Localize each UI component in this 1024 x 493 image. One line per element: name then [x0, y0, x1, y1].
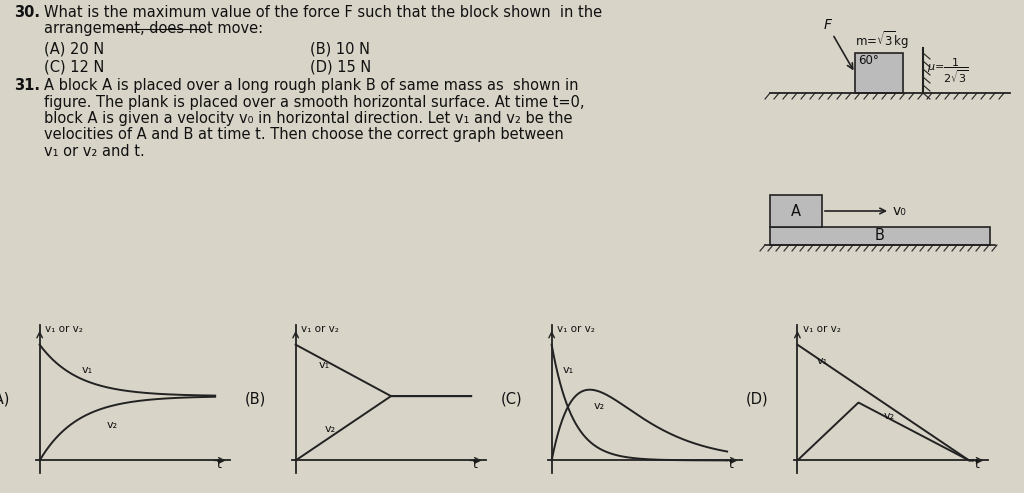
Bar	[770, 227, 990, 245]
Text: 31.: 31.	[14, 78, 40, 93]
Text: (C) 12 N: (C) 12 N	[44, 59, 104, 74]
Text: v₂: v₂	[594, 401, 605, 411]
Text: v₁: v₁	[563, 365, 574, 375]
Text: A block A is placed over a long rough plank B of same mass as  shown in: A block A is placed over a long rough pl…	[44, 78, 579, 93]
Text: (B) 10 N: (B) 10 N	[310, 41, 370, 56]
Text: m=$\sqrt{3}$kg: m=$\sqrt{3}$kg	[855, 29, 908, 51]
Text: F: F	[823, 18, 831, 32]
Bar	[770, 195, 822, 227]
Text: velocities of A and B at time t. Then choose the correct graph between: velocities of A and B at time t. Then ch…	[44, 128, 564, 142]
Text: block A is given a velocity v₀ in horizontal direction. Let v₁ and v₂ be the: block A is given a velocity v₀ in horizo…	[44, 111, 572, 126]
Text: v₁ or v₂: v₁ or v₂	[803, 324, 841, 334]
Text: v₂: v₂	[106, 420, 118, 430]
Text: 60°: 60°	[858, 54, 879, 67]
Text: What is the maximum value of the force F such that the block shown  in the: What is the maximum value of the force F…	[44, 5, 602, 20]
Text: (B): (B)	[245, 392, 266, 407]
Text: v₁ or v₂ and t.: v₁ or v₂ and t.	[44, 144, 144, 159]
Text: t: t	[729, 458, 734, 471]
Text: (A): (A)	[0, 392, 10, 407]
Text: v₂: v₂	[325, 424, 336, 434]
Text: arrangement, does not move:: arrangement, does not move:	[44, 21, 263, 36]
Text: t: t	[217, 458, 222, 471]
Text: t: t	[473, 458, 478, 471]
Text: A: A	[791, 204, 801, 218]
Text: 30.: 30.	[14, 5, 40, 20]
Text: $\mu$=$\dfrac{1}{2\sqrt{3}}$: $\mu$=$\dfrac{1}{2\sqrt{3}}$	[927, 57, 969, 85]
Text: figure. The plank is placed over a smooth horizontal surface. At time t=0,: figure. The plank is placed over a smoot…	[44, 95, 585, 109]
Text: (A) 20 N: (A) 20 N	[44, 41, 104, 56]
Bar	[855, 53, 903, 93]
Text: v₁ or v₂: v₁ or v₂	[301, 324, 339, 334]
Text: v₁: v₁	[318, 360, 330, 370]
Text: v₁ or v₂: v₁ or v₂	[557, 324, 595, 334]
Text: (D) 15 N: (D) 15 N	[310, 59, 372, 74]
Text: v₂: v₂	[884, 411, 894, 421]
Text: v₁ or v₂: v₁ or v₂	[45, 324, 83, 334]
Text: v₀: v₀	[893, 204, 906, 218]
Text: v₁: v₁	[82, 365, 93, 375]
Text: (C): (C)	[501, 392, 522, 407]
Text: t: t	[975, 458, 980, 471]
Text: v₁: v₁	[816, 356, 827, 366]
Text: B: B	[876, 228, 885, 244]
Text: (D): (D)	[745, 392, 768, 407]
